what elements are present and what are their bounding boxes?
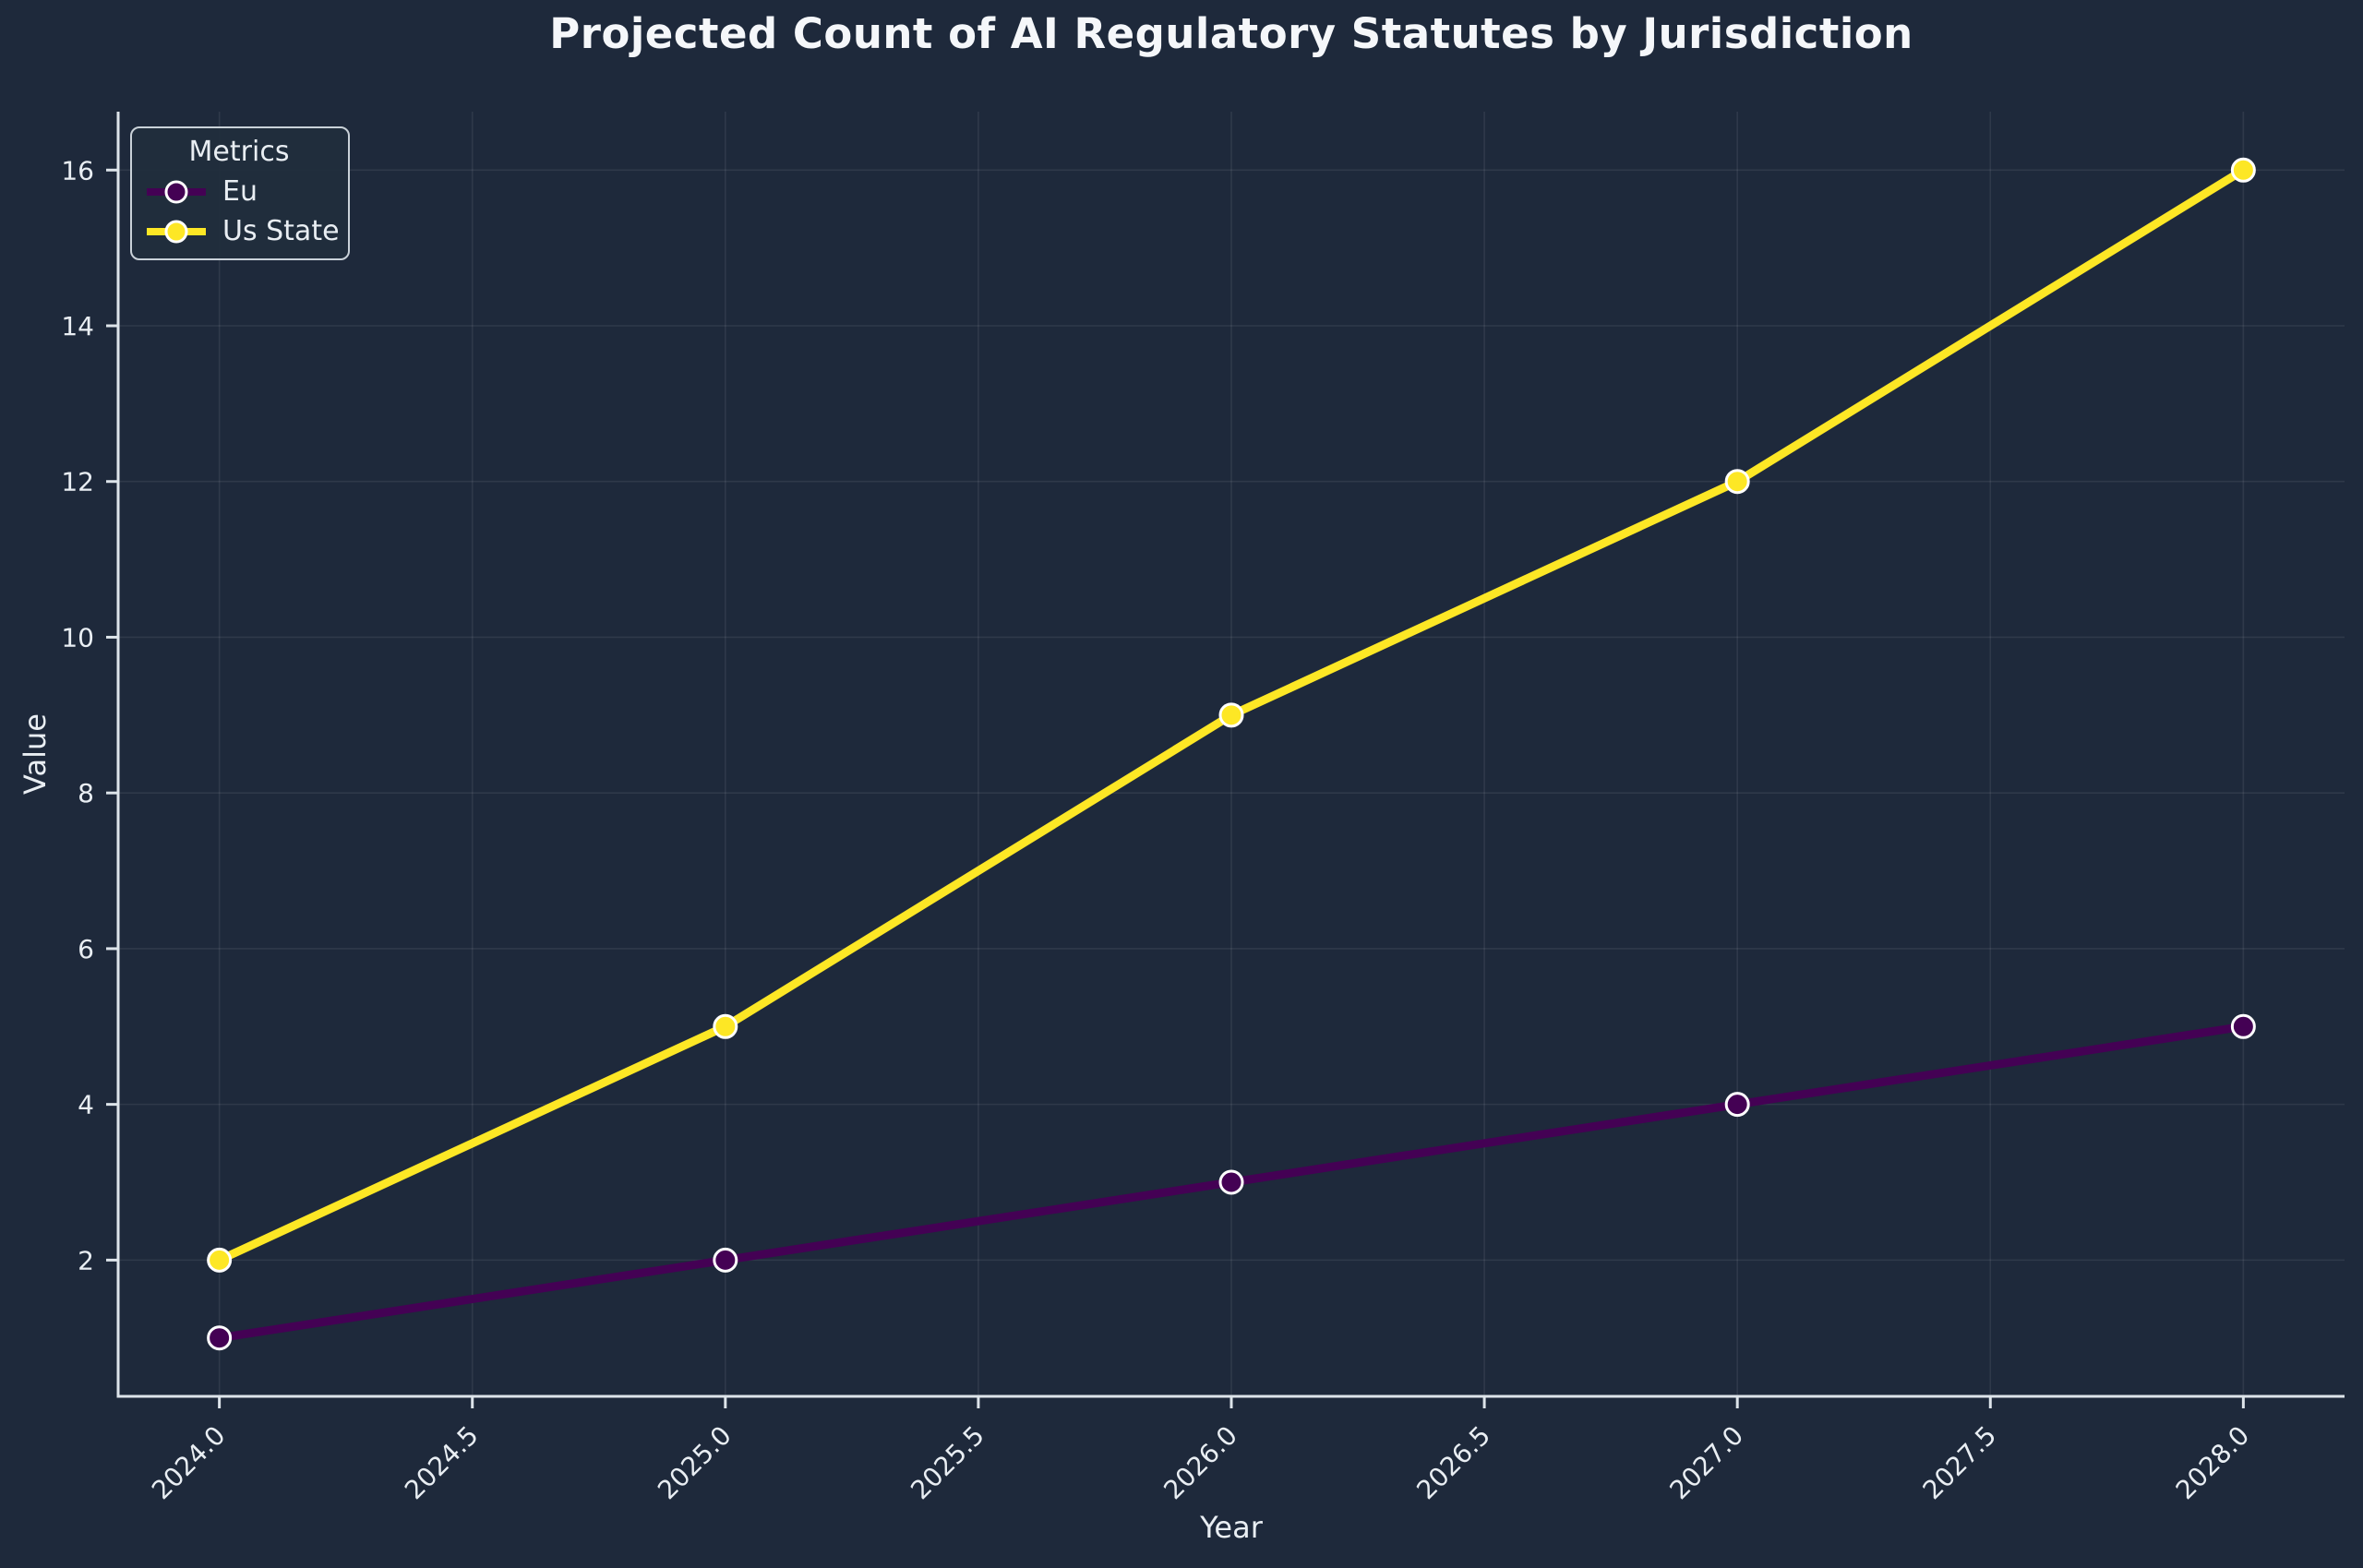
svg-text:16: 16: [61, 155, 94, 186]
svg-text:8: 8: [78, 778, 94, 808]
svg-text:2028.0: 2028.0: [2170, 1420, 2256, 1506]
svg-text:4: 4: [78, 1090, 94, 1120]
legend: Metrics Eu Us State: [130, 126, 350, 260]
svg-text:6: 6: [78, 934, 94, 964]
x-axis-label: Year: [1200, 1510, 1263, 1545]
legend-label-eu: Eu: [222, 175, 258, 208]
y-axis-label: Value: [18, 713, 53, 795]
svg-text:10: 10: [61, 622, 94, 652]
us-state-line-sample-icon: [147, 220, 206, 243]
series-markers-us-state: [207, 157, 2256, 1273]
legend-item-us-state: Us State: [145, 215, 340, 247]
legend-label-us-state: Us State: [222, 215, 340, 247]
tick-marks: [106, 168, 2245, 1408]
y-tick-labels: 2 4 6 8 10 12 14 16: [61, 155, 94, 1275]
svg-text:2025.0: 2025.0: [652, 1420, 738, 1506]
x-tick-labels: 2024.0 2024.5 2025.0 2025.5 2026.0 2026.5 2027…: [146, 1420, 2255, 1506]
svg-text:2025.5: 2025.5: [905, 1420, 990, 1506]
gridlines: [118, 112, 2345, 1396]
svg-text:2026.5: 2026.5: [1410, 1420, 1496, 1506]
series-markers-eu: [207, 1013, 2256, 1351]
axis-spines: [116, 112, 2345, 1398]
svg-text:14: 14: [61, 311, 94, 341]
svg-text:2: 2: [78, 1245, 94, 1275]
svg-text:2027.5: 2027.5: [1917, 1420, 2003, 1506]
svg-text:12: 12: [61, 467, 94, 497]
svg-text:2024.0: 2024.0: [146, 1420, 232, 1506]
eu-line-sample-icon: [147, 180, 206, 203]
chart-title: Projected Count of AI Regulatory Statute…: [549, 9, 1913, 58]
svg-text:2024.5: 2024.5: [399, 1420, 485, 1506]
svg-text:2027.0: 2027.0: [1664, 1420, 1750, 1506]
legend-title: Metrics: [188, 136, 290, 168]
svg-text:2026.0: 2026.0: [1158, 1420, 1243, 1506]
legend-item-eu: Eu: [145, 175, 333, 208]
